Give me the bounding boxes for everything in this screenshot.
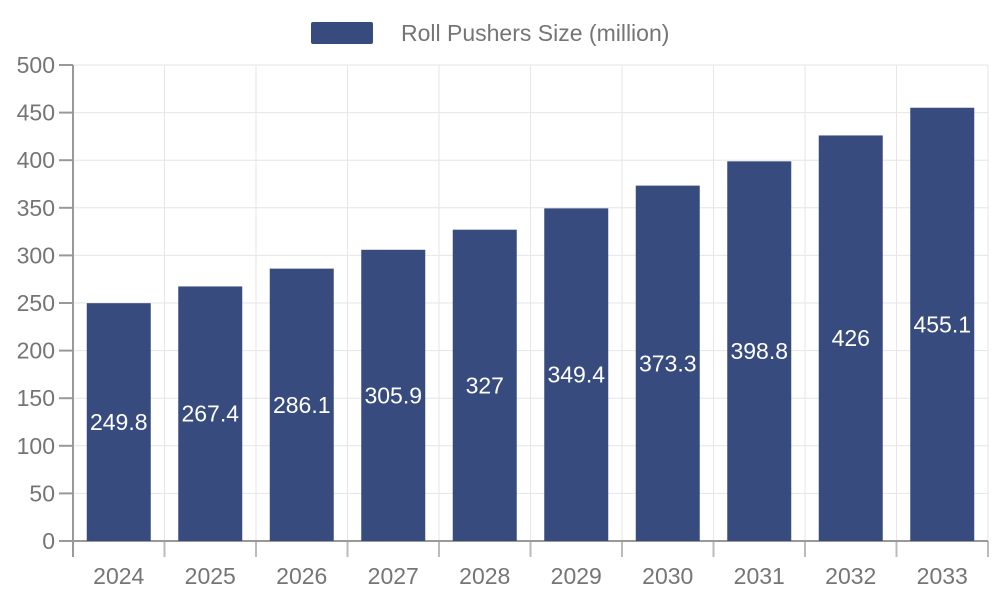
x-axis-label: 2033 — [917, 563, 968, 589]
y-axis-label: 150 — [17, 385, 55, 411]
bar-2031[interactable] — [727, 161, 792, 541]
y-axis-label: 50 — [29, 480, 55, 506]
x-axis-label: 2031 — [734, 563, 785, 589]
plot-area: 0 50 100 150 200 250 300 350 400 450 500 2024 249.8 2… — [17, 52, 989, 589]
bar-value-label: 249.8 — [90, 409, 148, 435]
y-axis-label: 500 — [17, 52, 55, 78]
bar-2028[interactable] — [452, 229, 517, 542]
bar-2026[interactable] — [269, 268, 334, 541]
bar-2025[interactable] — [178, 286, 243, 541]
y-axis-label: 400 — [17, 147, 55, 173]
y-axis-label: 250 — [17, 290, 55, 316]
bar-2030[interactable] — [635, 185, 700, 541]
bar-value-label: 373.3 — [639, 350, 697, 376]
bar-value-label: 267.4 — [181, 401, 239, 427]
y-axis-label: 300 — [17, 242, 55, 268]
x-axis-label: 2028 — [459, 563, 510, 589]
y-axis-label: 450 — [17, 100, 55, 126]
x-axis-label: 2027 — [368, 563, 419, 589]
bar-value-label: 305.9 — [364, 382, 422, 408]
y-axis-label: 200 — [17, 338, 55, 364]
bar-2027[interactable] — [361, 249, 426, 541]
y-axis-label: 0 — [42, 528, 55, 554]
bar-2032[interactable] — [818, 135, 883, 541]
x-axis-label: 2024 — [93, 563, 144, 589]
y-axis-label: 350 — [17, 195, 55, 221]
bar-2029[interactable] — [544, 208, 609, 541]
bar-value-label: 426 — [832, 325, 870, 351]
bar-value-label: 349.4 — [547, 362, 605, 388]
bar-value-label: 398.8 — [730, 338, 788, 364]
bar-value-label: 327 — [466, 372, 504, 398]
x-axis-label: 2032 — [825, 563, 876, 589]
y-axis-label: 100 — [17, 433, 55, 459]
x-axis-label: 2025 — [185, 563, 236, 589]
x-axis-label: 2026 — [276, 563, 327, 589]
x-axis-label: 2030 — [642, 563, 693, 589]
legend[interactable]: Roll Pushers Size (million) — [311, 20, 669, 46]
bar-value-label: 455.1 — [913, 311, 971, 337]
bar-2033[interactable] — [910, 107, 975, 541]
bar-2024[interactable] — [86, 303, 151, 541]
legend-label[interactable]: Roll Pushers Size (million) — [401, 20, 669, 46]
bar-value-label: 286.1 — [273, 392, 331, 418]
legend-swatch[interactable] — [311, 22, 373, 44]
x-axis-label: 2029 — [551, 563, 602, 589]
